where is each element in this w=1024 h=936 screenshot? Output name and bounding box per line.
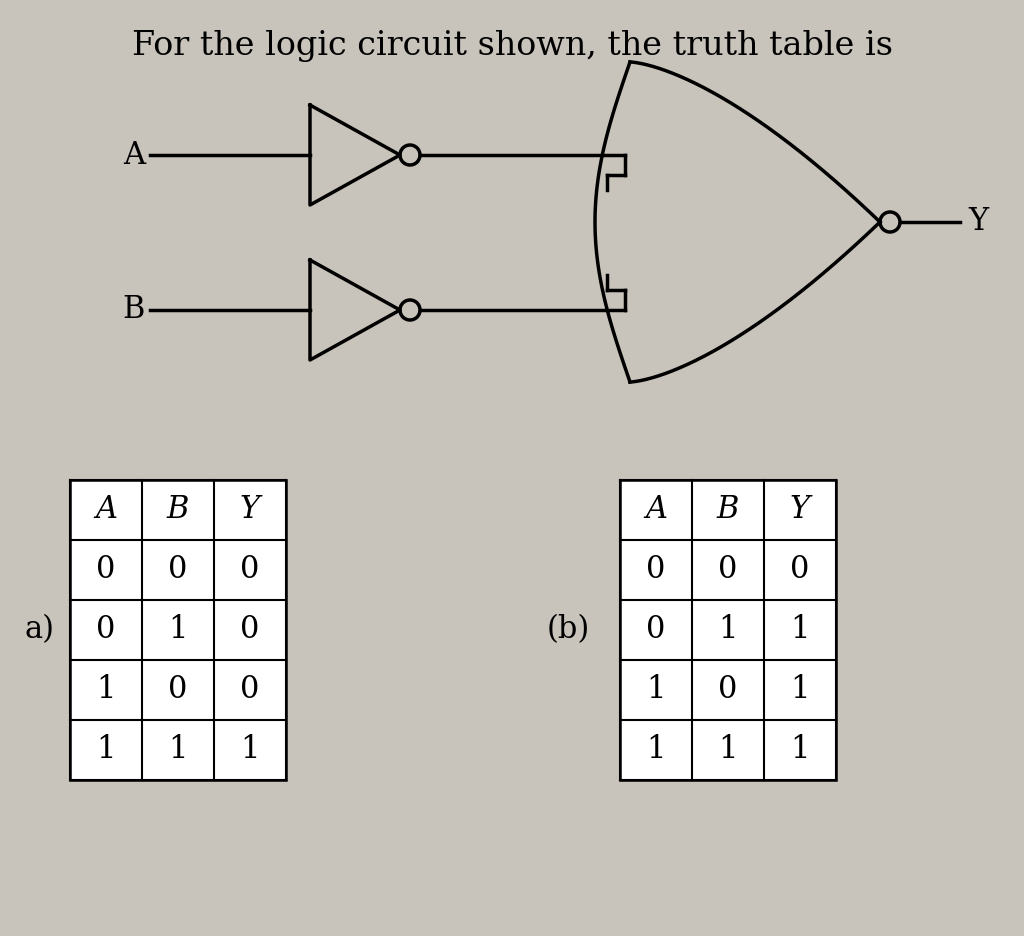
Text: 0: 0	[791, 554, 810, 586]
Text: Y: Y	[968, 207, 988, 238]
Text: a): a)	[25, 615, 55, 646]
Text: 1: 1	[241, 735, 260, 766]
Text: 0: 0	[241, 615, 260, 646]
Text: 0: 0	[241, 675, 260, 706]
Text: 0: 0	[168, 554, 187, 586]
Text: (b): (b)	[547, 615, 590, 646]
Text: A: A	[95, 494, 117, 525]
Text: 0: 0	[96, 554, 116, 586]
Text: B: B	[123, 295, 145, 326]
Text: 0: 0	[718, 675, 737, 706]
Text: A: A	[645, 494, 667, 525]
Text: 1: 1	[791, 675, 810, 706]
Text: 1: 1	[718, 615, 737, 646]
Text: Y: Y	[790, 494, 810, 525]
Text: 0: 0	[646, 554, 666, 586]
Text: 1: 1	[168, 735, 187, 766]
Text: 0: 0	[718, 554, 737, 586]
Text: For the logic circuit shown, the truth table is: For the logic circuit shown, the truth t…	[131, 30, 893, 62]
Text: 0: 0	[168, 675, 187, 706]
Text: 1: 1	[96, 735, 116, 766]
Text: B: B	[167, 494, 189, 525]
Text: 0: 0	[96, 615, 116, 646]
Text: 1: 1	[168, 615, 187, 646]
Text: A: A	[123, 139, 145, 170]
Text: 1: 1	[791, 615, 810, 646]
Bar	[620, 480, 836, 780]
Text: 0: 0	[646, 615, 666, 646]
Text: B: B	[717, 494, 739, 525]
Text: 1: 1	[718, 735, 737, 766]
Text: 1: 1	[791, 735, 810, 766]
Bar	[70, 480, 286, 780]
Text: 1: 1	[646, 675, 666, 706]
Text: 1: 1	[96, 675, 116, 706]
Text: Y: Y	[240, 494, 260, 525]
Text: 0: 0	[241, 554, 260, 586]
Text: 1: 1	[646, 735, 666, 766]
